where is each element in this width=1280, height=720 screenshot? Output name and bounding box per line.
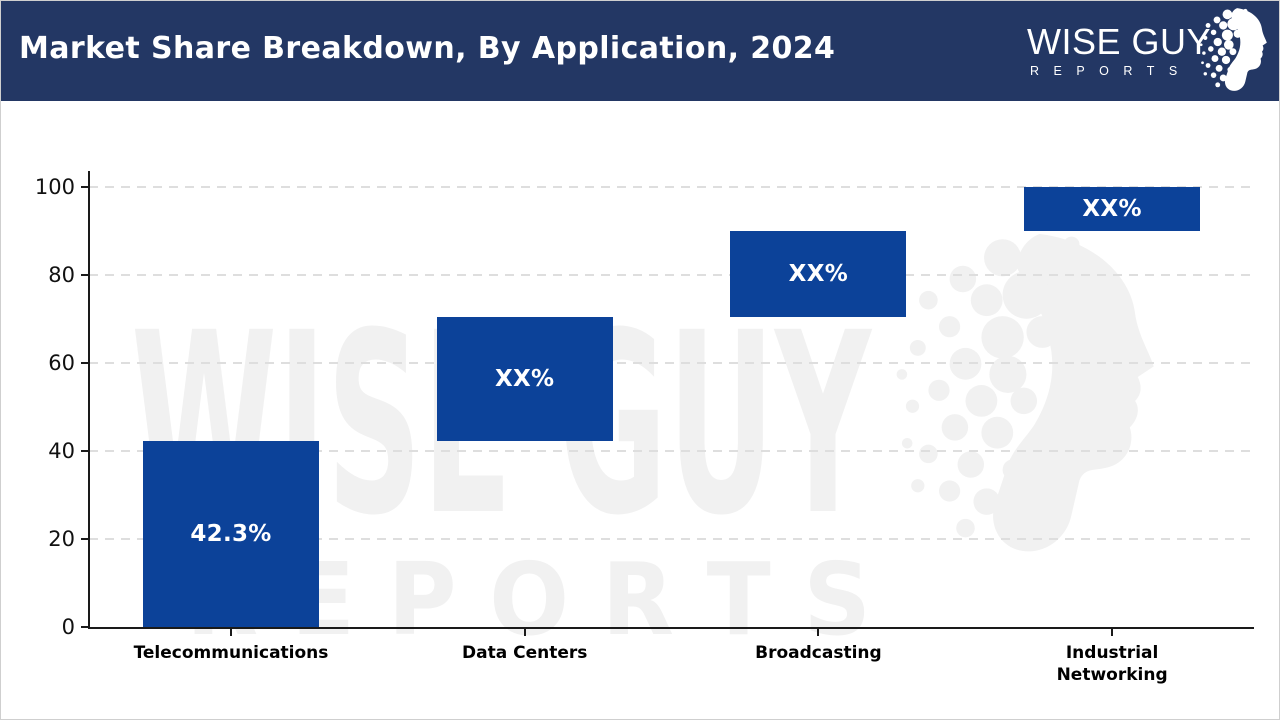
logo-text: WISE GUY REPORTS — [1026, 21, 1211, 79]
y-tick-label: 0 — [61, 615, 75, 639]
y-tick-label: 20 — [48, 527, 75, 551]
gridline — [89, 186, 1254, 188]
bar-value-label: 42.3% — [190, 520, 272, 547]
y-axis-line — [88, 171, 90, 629]
gridline — [89, 538, 1254, 540]
bar-value-label: XX% — [1082, 196, 1142, 222]
header: Market Share Breakdown, By Application, … — [1, 1, 1279, 101]
x-category-label: Broadcasting — [755, 643, 882, 663]
logo-subtext: REPORTS — [1029, 64, 1192, 78]
y-tick-mark — [81, 538, 89, 540]
x-category-label: Industrial Networking — [1056, 643, 1168, 685]
bar-industrial-networking: XX% — [1024, 187, 1201, 231]
bar-value-label: XX% — [494, 365, 555, 392]
gridline — [89, 362, 1254, 364]
y-tick-label: 60 — [48, 351, 75, 375]
y-tick-label: 40 — [48, 439, 75, 463]
gridline — [89, 450, 1254, 452]
y-tick-mark — [81, 450, 89, 452]
y-tick-mark — [81, 626, 89, 628]
bar-telecommunications: 42.3% — [143, 440, 319, 627]
x-tick-mark — [523, 629, 526, 636]
y-tick-label: 100 — [34, 175, 75, 199]
bar-broadcasting: XX% — [730, 231, 907, 317]
bar-value-label: XX% — [788, 260, 849, 287]
chart-title: Market Share Breakdown, By Application, … — [19, 31, 836, 66]
bar-data-centers: XX% — [436, 316, 613, 441]
x-tick-mark — [1111, 629, 1114, 636]
y-tick-mark — [81, 362, 89, 364]
wise-guy-logo: WISE GUY REPORTS — [1027, 6, 1273, 96]
chart-area: WISE GUY R E P O R T S 0 20 40 60 80 100 42.3%… — [1, 101, 1279, 719]
gridline — [89, 274, 1254, 276]
x-tick-mark — [230, 629, 232, 636]
x-axis-line — [88, 627, 1254, 629]
y-tick-label: 80 — [48, 263, 75, 287]
y-tick-mark — [81, 274, 89, 276]
logo-wordmark: WISE GUY — [1026, 21, 1211, 62]
y-tick-mark — [81, 186, 89, 188]
x-category-label: Data Centers — [462, 643, 588, 663]
x-tick-mark — [817, 629, 820, 636]
x-category-label: Telecommunications — [133, 643, 329, 663]
